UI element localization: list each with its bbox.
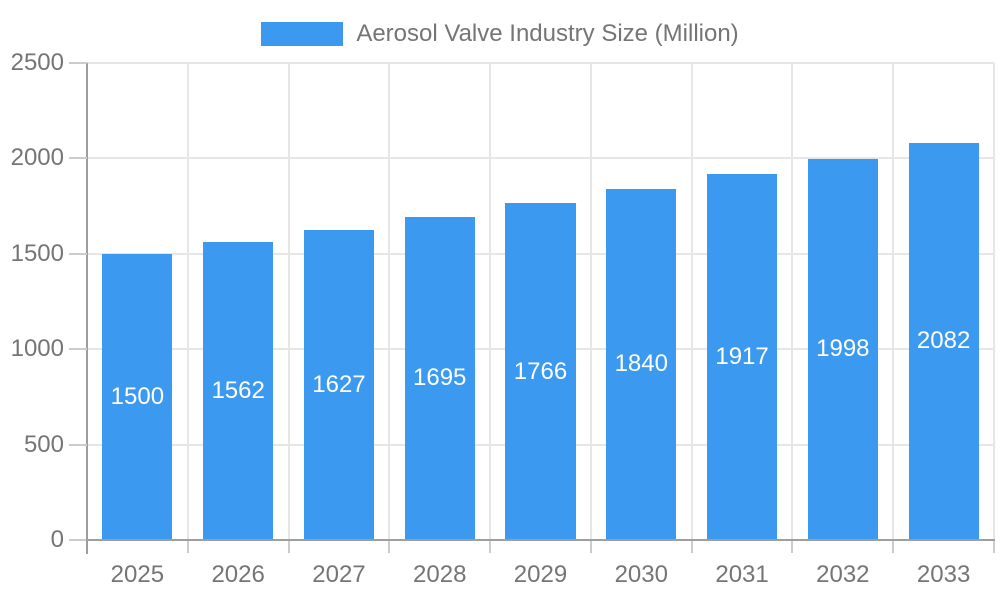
bar-value-label: 2082 (916, 327, 971, 355)
x-tick-label: 2033 (916, 561, 971, 588)
vertical-gridline (186, 63, 189, 540)
vertical-gridline (589, 63, 592, 540)
x-tick-label: 2029 (513, 561, 568, 588)
y-axis-line (86, 63, 88, 554)
vertical-gridline (892, 63, 895, 540)
x-tick-mark (892, 540, 895, 553)
x-tick-mark (388, 540, 391, 553)
x-tick-mark (287, 540, 290, 553)
x-axis-line (86, 539, 995, 541)
vertical-gridline (489, 63, 492, 540)
plot-area: 1500 1562 1627 1695 1766 1840 1917 1998 2082 0 50… (11, 49, 995, 588)
bar-value-label: 1500 (110, 382, 165, 410)
x-tick-label: 2026 (211, 561, 265, 588)
y-tick-label: 1500 (10, 239, 64, 267)
x-tick-mark (589, 540, 592, 553)
y-tick-mark (69, 252, 87, 255)
bar[interactable]: 1917 (707, 174, 778, 540)
x-tick-mark (993, 540, 995, 553)
legend-swatch (261, 22, 344, 46)
x-tick-mark (489, 540, 492, 553)
bar[interactable]: 1695 (404, 216, 475, 540)
vertical-gridline (690, 63, 693, 540)
bar-value-label: 1562 (211, 376, 265, 404)
bar[interactable]: 1500 (102, 253, 173, 540)
vertical-gridline (388, 63, 391, 540)
y-tick-mark (69, 348, 87, 351)
x-tick-mark (690, 540, 693, 553)
y-tick-label: 2000 (10, 144, 64, 172)
x-tick-label: 2025 (110, 561, 165, 588)
bar-value-label: 1766 (513, 357, 568, 385)
x-tick-label: 2031 (715, 561, 769, 588)
vertical-gridline (287, 63, 290, 540)
bar[interactable]: 1840 (606, 188, 677, 540)
x-tick-label: 2028 (413, 561, 467, 588)
bar[interactable]: 1562 (203, 241, 274, 540)
y-tick-label: 500 (23, 430, 64, 458)
bar[interactable]: 1998 (807, 158, 878, 540)
bar-value-label: 1998 (816, 335, 870, 363)
y-tick-mark (69, 539, 87, 541)
bar-value-label: 1840 (614, 350, 668, 378)
bar-value-label: 1917 (715, 343, 769, 371)
x-tick-mark (791, 540, 794, 553)
y-tick-label: 1000 (10, 335, 64, 363)
bar-value-label: 1695 (413, 364, 467, 392)
y-tick-mark (69, 157, 87, 160)
x-tick-label: 2030 (614, 561, 668, 588)
horizontal-gridline (87, 62, 994, 64)
y-tick-mark (69, 443, 87, 446)
vertical-gridline (993, 63, 995, 540)
x-tick-label: 2027 (312, 561, 366, 588)
x-tick-label: 2032 (816, 561, 870, 588)
bar[interactable]: 1766 (505, 203, 576, 540)
vertical-gridline (791, 63, 794, 540)
y-tick-label: 0 (50, 526, 64, 553)
bar-value-label: 1627 (312, 370, 366, 398)
legend-label: Aerosol Valve Industry Size (Million) (356, 20, 739, 47)
y-tick-label: 2500 (10, 49, 64, 76)
legend: Aerosol Valve Industry Size (Million) (0, 20, 1000, 48)
horizontal-gridline (87, 157, 994, 160)
y-tick-mark (69, 62, 87, 64)
bar[interactable]: 1627 (303, 229, 374, 540)
x-tick-mark (186, 540, 189, 553)
bar[interactable]: 2082 (908, 142, 979, 540)
